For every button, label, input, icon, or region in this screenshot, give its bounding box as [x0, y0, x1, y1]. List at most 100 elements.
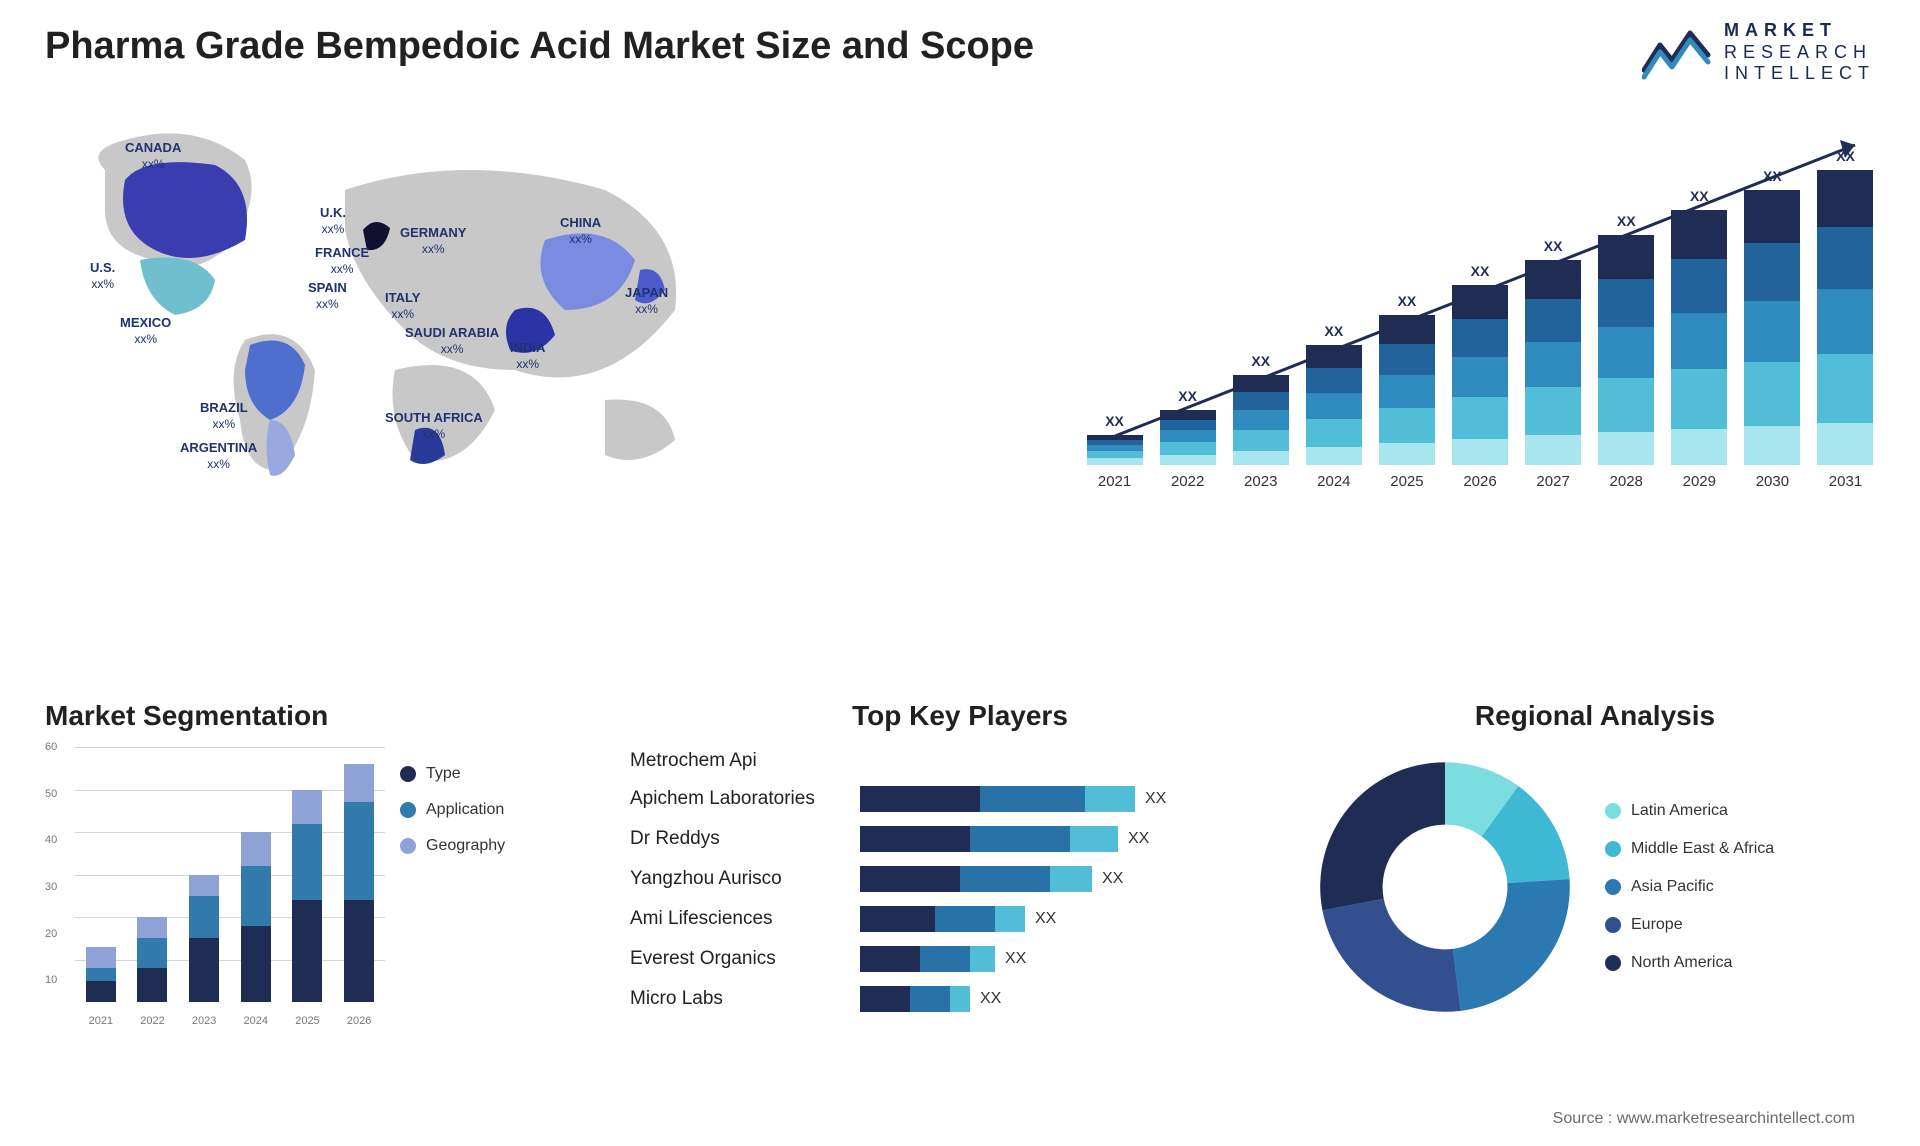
donut-slice — [1320, 762, 1445, 910]
player-row: Ami Lifesciences XX — [630, 906, 1290, 932]
player-row: Apichem Laboratories XX — [630, 786, 1290, 812]
player-name: Micro Labs — [630, 988, 860, 1010]
seg-year-label: 2025 — [295, 1015, 319, 1027]
size-year-label: 2026 — [1450, 473, 1509, 490]
legend-dot-icon — [400, 766, 416, 782]
size-year-label: 2024 — [1304, 473, 1363, 490]
segmentation-legend: TypeApplicationGeography — [400, 765, 505, 855]
logo-text-3: INTELLECT — [1724, 63, 1875, 85]
map-label: CHINAxx% — [560, 215, 601, 246]
legend-label: Middle East & Africa — [1631, 840, 1774, 858]
logo-icon — [1642, 25, 1712, 80]
page-title: Pharma Grade Bempedoic Acid Market Size … — [45, 25, 1034, 68]
player-bar — [860, 946, 995, 972]
players-panel: Top Key Players Metrochem Api Apichem Lab… — [630, 700, 1290, 1012]
legend-dot-icon — [400, 802, 416, 818]
size-bar-value: XX — [1105, 413, 1124, 429]
legend-dot-icon — [1605, 917, 1621, 933]
player-bar — [860, 986, 970, 1012]
map-label: BRAZILxx% — [200, 400, 248, 431]
seg-year-label: 2023 — [192, 1015, 216, 1027]
regional-legend-item: North America — [1605, 954, 1774, 972]
legend-label: Application — [426, 801, 504, 819]
legend-label: Europe — [1631, 916, 1683, 934]
seg-ytick: 50 — [45, 788, 57, 800]
legend-label: Geography — [426, 837, 505, 855]
player-value: XX — [1145, 790, 1166, 808]
legend-dot-icon — [1605, 803, 1621, 819]
player-name: Yangzhou Aurisco — [630, 868, 860, 890]
size-bar: XX — [1158, 388, 1217, 465]
map-label: FRANCExx% — [315, 245, 369, 276]
player-name: Apichem Laboratories — [630, 788, 860, 810]
seg-bar — [292, 790, 322, 1003]
player-name: Everest Organics — [630, 948, 860, 970]
size-bar-value: XX — [1763, 168, 1782, 184]
size-bar: XX — [1304, 323, 1363, 465]
size-year-label: 2022 — [1158, 473, 1217, 490]
seg-bar — [137, 917, 167, 1002]
market-size-chart: XXXXXXXXXXXXXXXXXXXXXX 20212022202320242… — [1085, 130, 1875, 490]
legend-dot-icon — [1605, 841, 1621, 857]
map-label: SPAINxx% — [308, 280, 347, 311]
player-name: Metrochem Api — [630, 750, 860, 772]
size-bar: XX — [1085, 413, 1144, 465]
player-bar — [860, 906, 1025, 932]
seg-year-label: 2022 — [140, 1015, 164, 1027]
map-label: SAUDI ARABIAxx% — [405, 325, 499, 356]
map-label: GERMANYxx% — [400, 225, 466, 256]
seg-bar — [344, 764, 374, 1002]
size-year-label: 2021 — [1085, 473, 1144, 490]
size-bar: XX — [1816, 148, 1875, 465]
map-label: INDIAxx% — [510, 340, 545, 371]
world-map-panel: CANADAxx%U.S.xx%MEXICOxx%BRAZILxx%ARGENT… — [45, 110, 745, 500]
player-name: Ami Lifesciences — [630, 908, 860, 930]
size-year-label: 2027 — [1524, 473, 1583, 490]
player-row: Everest OrganicsXX — [630, 946, 1290, 972]
source-text: Source : www.marketresearchintellect.com — [1553, 1110, 1855, 1128]
legend-dot-icon — [1605, 879, 1621, 895]
size-bar-value: XX — [1690, 188, 1709, 204]
seg-bar — [86, 947, 116, 1002]
player-name: Dr Reddys — [630, 828, 860, 850]
size-year-label: 2031 — [1816, 473, 1875, 490]
size-bar: XX — [1597, 213, 1656, 465]
player-value: XX — [1128, 830, 1149, 848]
seg-ytick: 30 — [45, 881, 57, 893]
player-row: Yangzhou AuriscoXX — [630, 866, 1290, 892]
map-label: ARGENTINAxx% — [180, 440, 257, 471]
seg-bar — [241, 832, 271, 1002]
players-title: Top Key Players — [630, 700, 1290, 732]
size-year-label: 2029 — [1670, 473, 1729, 490]
map-label: U.S.xx% — [90, 260, 115, 291]
size-bar-value: XX — [1617, 213, 1636, 229]
size-bar: XX — [1450, 263, 1509, 465]
legend-label: North America — [1631, 954, 1732, 972]
size-bar: XX — [1377, 293, 1436, 465]
size-bar-value: XX — [1178, 388, 1197, 404]
seg-ytick: 60 — [45, 741, 57, 753]
size-bar: XX — [1670, 188, 1729, 465]
seg-year-label: 2026 — [347, 1015, 371, 1027]
player-row: Dr Reddys XX — [630, 826, 1290, 852]
size-bar-value: XX — [1324, 323, 1343, 339]
seg-ytick: 40 — [45, 834, 57, 846]
legend-label: Latin America — [1631, 802, 1728, 820]
segmentation-chart: 202120222023202420252026 102030405060 — [45, 747, 385, 1027]
logo-text-2: RESEARCH — [1724, 42, 1875, 64]
player-row: Micro LabsXX — [630, 986, 1290, 1012]
player-value: XX — [1035, 910, 1056, 928]
seg-ytick: 20 — [45, 928, 57, 940]
donut-slice — [1453, 879, 1570, 1011]
size-year-label: 2025 — [1377, 473, 1436, 490]
size-bar: XX — [1231, 353, 1290, 465]
map-label: ITALYxx% — [385, 290, 420, 321]
regional-legend-item: Asia Pacific — [1605, 878, 1774, 896]
logo: MARKET RESEARCH INTELLECT — [1642, 20, 1875, 85]
regional-legend-item: Latin America — [1605, 802, 1774, 820]
map-label: SOUTH AFRICAxx% — [385, 410, 483, 441]
size-bar-value: XX — [1398, 293, 1417, 309]
map-label: MEXICOxx% — [120, 315, 171, 346]
size-year-label: 2028 — [1597, 473, 1656, 490]
size-bar-value: XX — [1544, 238, 1563, 254]
